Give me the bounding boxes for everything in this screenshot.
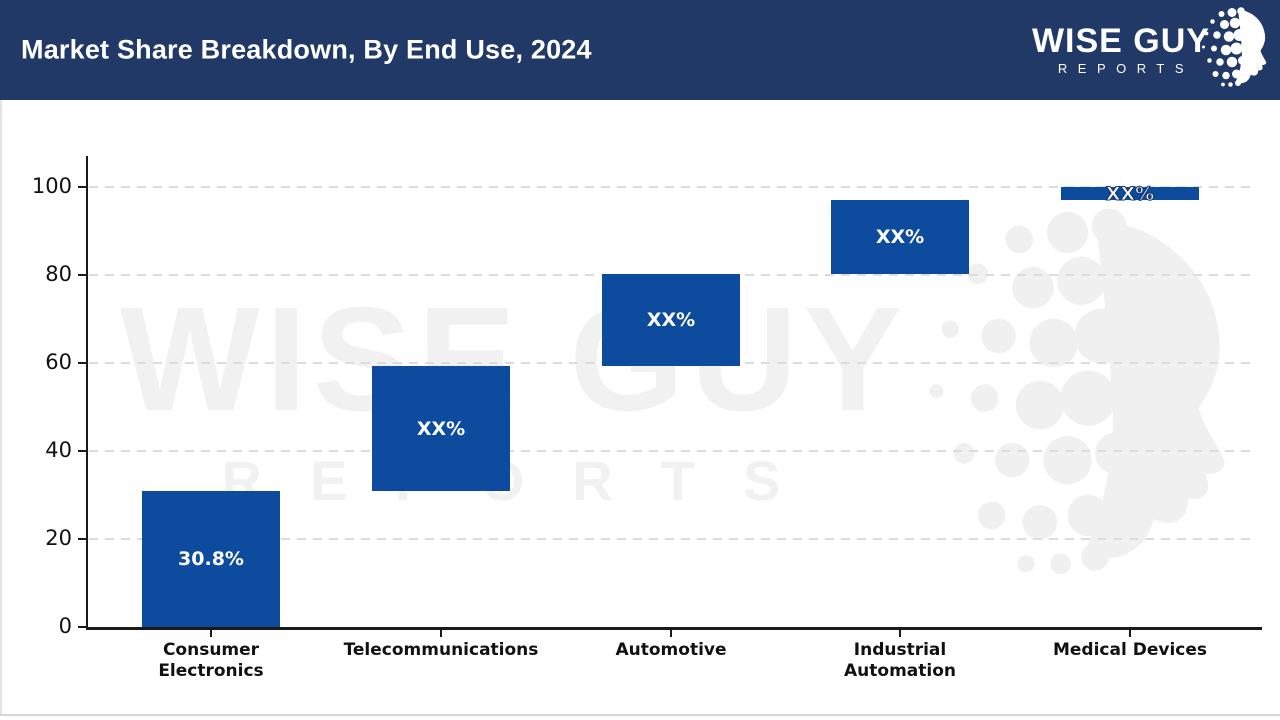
y-axis-line [86,156,88,629]
category-label-telecommunications: Telecommunications [321,640,561,661]
y-tick-20 [78,538,87,540]
y-tick-80 [78,274,87,276]
y-tick-40 [78,450,87,452]
y-tick-label-60: 60 [45,350,72,374]
y-tick-label-20: 20 [45,526,72,550]
bar-industrial-automation: XX% [831,200,969,274]
bar-value-label-telecommunications: XX% [416,417,466,440]
y-tick-label-40: 40 [45,438,72,462]
y-tick-60 [78,362,87,364]
bar-consumer-electronics: 30.8% [142,491,280,627]
category-label-line: Telecommunications [343,640,539,660]
category-label-automotive: Automotive [551,640,791,661]
bar-medical-devices: XX% [1061,182,1199,205]
y-tick-label-80: 80 [45,262,72,286]
category-label-line: Industrial [853,640,947,660]
y-tick-label-0: 0 [58,614,72,638]
category-label-line: Medical Devices [1052,640,1207,660]
bar-automotive: XX% [602,273,740,367]
y-tick-0 [78,626,87,628]
x-tick-automotive [670,629,672,637]
bar-telecommunications: XX% [372,366,510,492]
gridline-40 [89,450,1257,452]
gridline-100 [89,186,1257,188]
bar-value-label-consumer-electronics: 30.8% [178,548,244,571]
brand-text: WISE GUY REPORTS [1031,22,1210,76]
category-label-line: Automation [844,661,956,681]
category-label-industrial-automation: Industrial Automation [780,640,1020,682]
left-border-line [0,100,2,714]
category-label-medical-devices: Medical Devices [1010,640,1250,661]
category-label-line: Consumer [162,640,260,660]
header-bar: Market Share Breakdown, By End Use, 2024… [0,0,1280,100]
bar-value-label-industrial-automation: XX% [875,225,925,248]
x-tick-consumer-electronics [210,629,212,637]
brand-name: WISE GUY [1031,22,1210,61]
bar-value-label-medical-devices: XX% [1105,182,1155,205]
y-tick-label-100: 100 [31,174,72,198]
brand-head-icon [1202,7,1267,87]
x-tick-telecommunications [440,629,442,637]
gridline-20 [89,538,1257,540]
category-label-consumer-electronics: Consumer Electronics [91,640,331,682]
bottom-border-line [0,714,1280,716]
y-tick-100 [78,186,87,188]
x-axis-line [86,627,1262,630]
bar-value-label-automotive: XX% [646,308,696,331]
category-label-line: Automotive [615,640,727,660]
brand-subtitle: REPORTS [1057,60,1195,76]
x-tick-industrial-automation [899,629,901,637]
chart-title: Market Share Breakdown, By End Use, 2024 [21,34,592,65]
x-tick-medical-devices [1129,629,1131,637]
category-label-line: Electronics [158,661,264,681]
brand-logo: WISE GUY REPORTS [1032,5,1270,95]
